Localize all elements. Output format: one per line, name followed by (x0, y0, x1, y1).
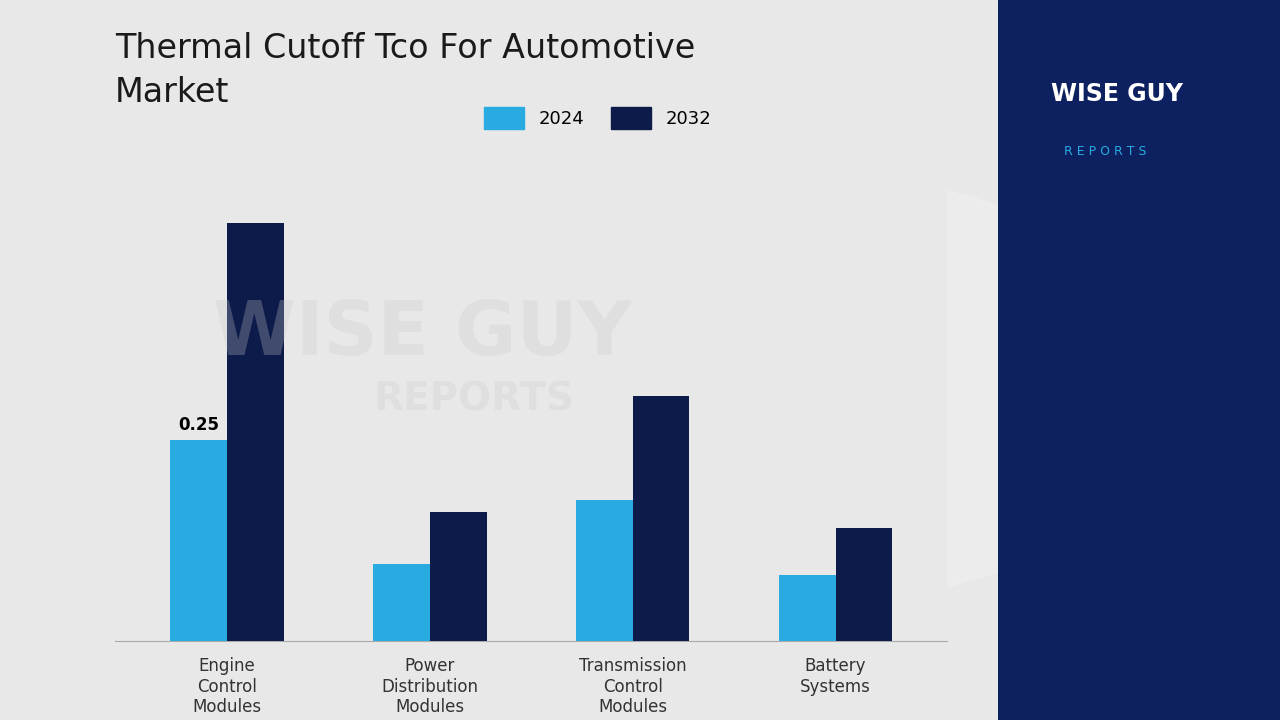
Legend: 2024, 2032: 2024, 2032 (477, 100, 718, 136)
Bar (836, 528, 892, 641)
Text: WISE GUY: WISE GUY (212, 298, 632, 372)
Bar (576, 500, 632, 641)
Text: REPORTS: REPORTS (372, 381, 575, 418)
Text: R E P O R T S: R E P O R T S (1064, 145, 1147, 158)
Bar (778, 575, 836, 641)
Bar (372, 564, 430, 641)
Bar (170, 440, 227, 641)
Bar (227, 222, 284, 641)
Text: Market: Market (115, 76, 229, 109)
Bar (430, 512, 486, 641)
Text: 0.25: 0.25 (178, 416, 219, 434)
Text: WISE GUY: WISE GUY (1051, 81, 1183, 106)
Bar (632, 395, 690, 641)
Text: Thermal Cutoff Tco For Automotive: Thermal Cutoff Tco For Automotive (115, 32, 695, 66)
